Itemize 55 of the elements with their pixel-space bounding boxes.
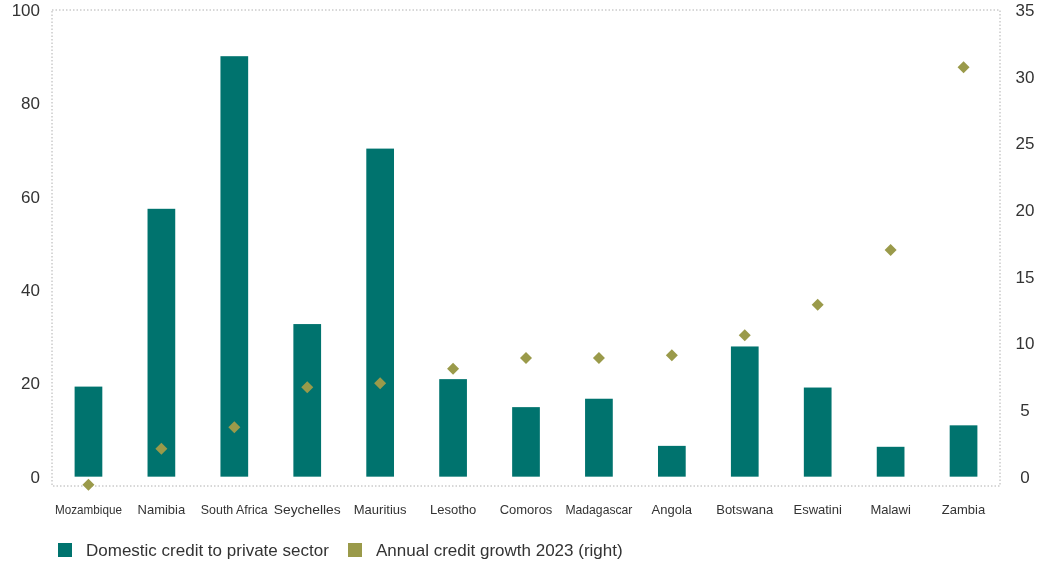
point [82, 478, 95, 491]
bar [512, 407, 540, 477]
y2-tick-label: 30 [1015, 67, 1035, 87]
point [884, 244, 897, 256]
point [957, 61, 970, 74]
bar [366, 148, 395, 477]
y-tick-label: 60 [21, 187, 40, 207]
point [228, 421, 241, 434]
x-tick-label: Seychelles [273, 502, 342, 517]
x-tick-label: Lesotho [429, 502, 477, 517]
bar [439, 379, 467, 477]
x-tick-label: Botswana [716, 502, 775, 517]
bar [74, 386, 103, 477]
x-tick-label: South Africa [200, 502, 271, 517]
x-tick-label: Madagascar [565, 502, 638, 517]
y-tick-label: 0 [30, 467, 40, 487]
x-tick-label: Eswatini [793, 502, 842, 517]
y2-tick-label: 5 [1020, 400, 1030, 420]
bar [585, 398, 613, 477]
bar [730, 346, 759, 477]
y-tick-label: 40 [21, 280, 40, 300]
point [811, 298, 824, 311]
bar [949, 425, 978, 477]
x-tick-label: Mozambique [55, 502, 130, 517]
legend-label: Domestic credit to private sector [86, 540, 330, 560]
bar [876, 446, 905, 477]
y2-tick-label: 35 [1015, 0, 1035, 20]
bar [293, 324, 322, 477]
x-tick-label: Mauritius [353, 502, 408, 517]
y-tick-label: 100 [11, 0, 40, 20]
bar [803, 387, 832, 477]
y2-tick-label: 0 [1020, 467, 1030, 487]
x-tick-label: Malawi [870, 502, 911, 517]
bar [220, 56, 249, 477]
y2-tick-label: 15 [1015, 267, 1035, 287]
point [374, 377, 387, 390]
x-tick-label: Namibia [137, 502, 186, 517]
bar [147, 208, 176, 477]
point [447, 362, 460, 375]
y-tick-label: 20 [21, 374, 40, 394]
point [738, 329, 751, 342]
point [301, 381, 314, 394]
point [665, 349, 678, 362]
point [155, 442, 168, 455]
y2-tick-label: 20 [1015, 200, 1035, 220]
x-tick-label: Comoros [499, 502, 553, 517]
point [592, 352, 605, 364]
x-tick-label: Angola [651, 502, 693, 517]
x-tick-label: Zambia [941, 502, 986, 517]
y2-tick-label: 25 [1015, 134, 1035, 154]
bar [657, 445, 686, 477]
y2-tick-label: 10 [1015, 334, 1035, 354]
point [520, 352, 532, 364]
y-tick-label: 80 [21, 94, 40, 114]
legend-label: Annual credit growth 2023 (right) [376, 540, 623, 560]
